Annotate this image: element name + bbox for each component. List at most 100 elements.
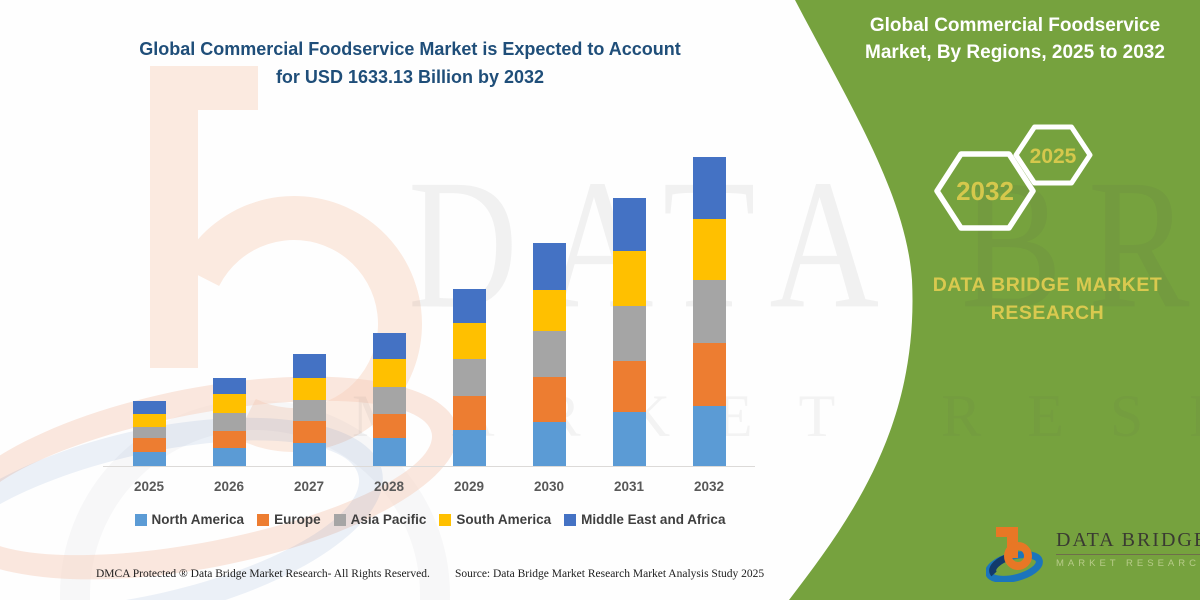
bar-segment-middle-east-and-africa-2028 — [372, 333, 406, 359]
bar-segment-north-america-2029 — [452, 430, 486, 466]
hexagon-2032-label: 2032 — [956, 176, 1014, 206]
bar-segment-asia-pacific-2026 — [212, 413, 246, 431]
bar-segment-middle-east-and-africa-2026 — [212, 378, 246, 395]
bar-segment-south-america-2032 — [692, 219, 726, 280]
bar-segment-north-america-2028 — [372, 438, 406, 466]
watermark-logo-b-arm — [196, 66, 258, 110]
panel-heading-line2: Market, By Regions, 2025 to 2032 — [865, 41, 1165, 63]
bar-segment-middle-east-and-africa-2031 — [612, 197, 646, 251]
bar-segment-asia-pacific-2027 — [292, 400, 326, 421]
bar-segment-north-america-2026 — [212, 448, 246, 466]
panel-heading: Global Commercial Foodservice Market, By… — [845, 13, 1185, 66]
bar-segment-europe-2029 — [452, 396, 486, 431]
bar-segment-south-america-2031 — [612, 250, 646, 306]
legend-label: Europe — [274, 512, 321, 527]
brand-logo: DATA BRIDGE MARKET RESEARCH — [986, 524, 1200, 582]
bar-segment-south-america-2030 — [532, 289, 566, 331]
logo-underline — [1056, 554, 1200, 555]
x-tick-2032: 2032 — [693, 479, 725, 494]
legend-label: South America — [456, 512, 552, 527]
bar-segment-south-america-2028 — [372, 358, 406, 387]
bar-segment-asia-pacific-2032 — [692, 280, 726, 343]
chart-title-line1: Global Commercial Foodservice Market is … — [139, 39, 681, 59]
bar-segment-north-america-2030 — [532, 422, 566, 466]
logo-wordmark: DATA BRIDGE — [1056, 529, 1200, 551]
x-tick-2026: 2026 — [213, 479, 245, 494]
bar-2025 — [132, 401, 166, 466]
bar-segment-north-america-2027 — [292, 442, 326, 466]
x-axis-line — [103, 466, 755, 467]
x-tick-2029: 2029 — [453, 479, 485, 494]
watermark-text-row2: MARKET RESEARCH — [352, 383, 1200, 449]
legend-item-asia-pacific: Asia Pacific — [333, 512, 427, 527]
bar-segment-north-america-2031 — [612, 412, 646, 466]
x-tick-2031: 2031 — [613, 479, 645, 494]
x-tick-2028: 2028 — [373, 479, 405, 494]
bar-segment-europe-2030 — [532, 376, 566, 423]
panel-brand-line1: DATA BRIDGE MARKET — [932, 274, 1163, 296]
bar-segment-north-america-2025 — [132, 451, 166, 466]
legend-item-europe: Europe — [257, 512, 321, 527]
bar-segment-europe-2028 — [372, 414, 406, 438]
bar-2028 — [372, 333, 406, 466]
legend-item-north-america: North America — [134, 512, 245, 527]
bar-segment-europe-2025 — [132, 438, 166, 452]
bar-2029 — [452, 289, 486, 466]
chart-title-line2: for USD 1633.13 Billion by 2032 — [275, 66, 545, 87]
bar-segment-middle-east-and-africa-2032 — [692, 157, 726, 220]
panel-brand-text: DATA BRIDGE MARKET RESEARCH — [925, 271, 1170, 328]
chart-legend: North America Europe Asia Pacific South Ame… — [100, 512, 760, 527]
legend-label: North America — [151, 512, 245, 527]
hexagon-2025-label: 2025 — [1030, 145, 1077, 168]
legend-swatch-icon — [134, 513, 147, 526]
legend-label: Asia Pacific — [350, 512, 427, 527]
bar-segment-middle-east-and-africa-2030 — [532, 243, 566, 290]
legend-swatch-icon — [257, 513, 270, 526]
legend-item-middle-east-and-africa: Middle East and Africa — [564, 512, 725, 527]
bar-2026 — [212, 378, 246, 466]
logo-subtext: MARKET RESEARCH — [1056, 558, 1200, 569]
hexagon-2025 — [1013, 124, 1093, 186]
panel-brand-line2: RESEARCH — [990, 302, 1105, 325]
x-tick-2025: 2025 — [133, 479, 165, 494]
bar-segment-asia-pacific-2029 — [452, 358, 486, 397]
green-panel-shape — [789, 0, 1200, 600]
legend-swatch-icon — [333, 513, 346, 526]
bar-2031 — [612, 197, 646, 466]
footer-source-text: Source: Data Bridge Market Research Mark… — [455, 568, 765, 580]
bar-segment-europe-2031 — [612, 361, 646, 413]
watermark-logo-b-stem — [150, 66, 198, 368]
legend-label: Middle East and Africa — [581, 512, 726, 527]
data-bridge-logo-icon — [986, 527, 1043, 582]
bar-segment-middle-east-and-africa-2025 — [132, 401, 166, 415]
bar-segment-south-america-2027 — [292, 377, 326, 401]
bar-segment-europe-2032 — [692, 343, 726, 406]
hexagon-2032 — [934, 151, 1036, 231]
bar-segment-europe-2026 — [212, 431, 246, 448]
bar-segment-europe-2027 — [292, 420, 326, 443]
legend-swatch-icon — [564, 513, 577, 526]
bar-segment-middle-east-and-africa-2029 — [452, 289, 486, 323]
panel-heading-line1: Global Commercial Foodservice — [869, 15, 1161, 36]
x-tick-2027: 2027 — [293, 479, 325, 494]
bar-2027 — [292, 354, 326, 466]
x-tick-2030: 2030 — [533, 479, 565, 494]
bar-2032 — [692, 157, 726, 466]
bar-segment-asia-pacific-2030 — [532, 330, 566, 377]
footer-dmca-text: DMCA Protected ® Data Bridge Market Rese… — [96, 568, 430, 580]
bar-segment-south-america-2026 — [212, 394, 246, 413]
legend-item-south-america: South America — [439, 512, 551, 527]
bar-segment-middle-east-and-africa-2027 — [292, 354, 326, 378]
bar-segment-south-america-2029 — [452, 322, 486, 359]
bar-segment-asia-pacific-2025 — [132, 426, 166, 439]
bar-segment-asia-pacific-2028 — [372, 386, 406, 414]
bar-2030 — [532, 243, 566, 466]
bar-segment-south-america-2025 — [132, 414, 166, 427]
bar-segment-north-america-2032 — [692, 406, 726, 466]
chart-title: Global Commercial Foodservice Market is … — [70, 36, 750, 92]
bar-segment-asia-pacific-2031 — [612, 305, 646, 362]
legend-swatch-icon — [439, 513, 452, 526]
